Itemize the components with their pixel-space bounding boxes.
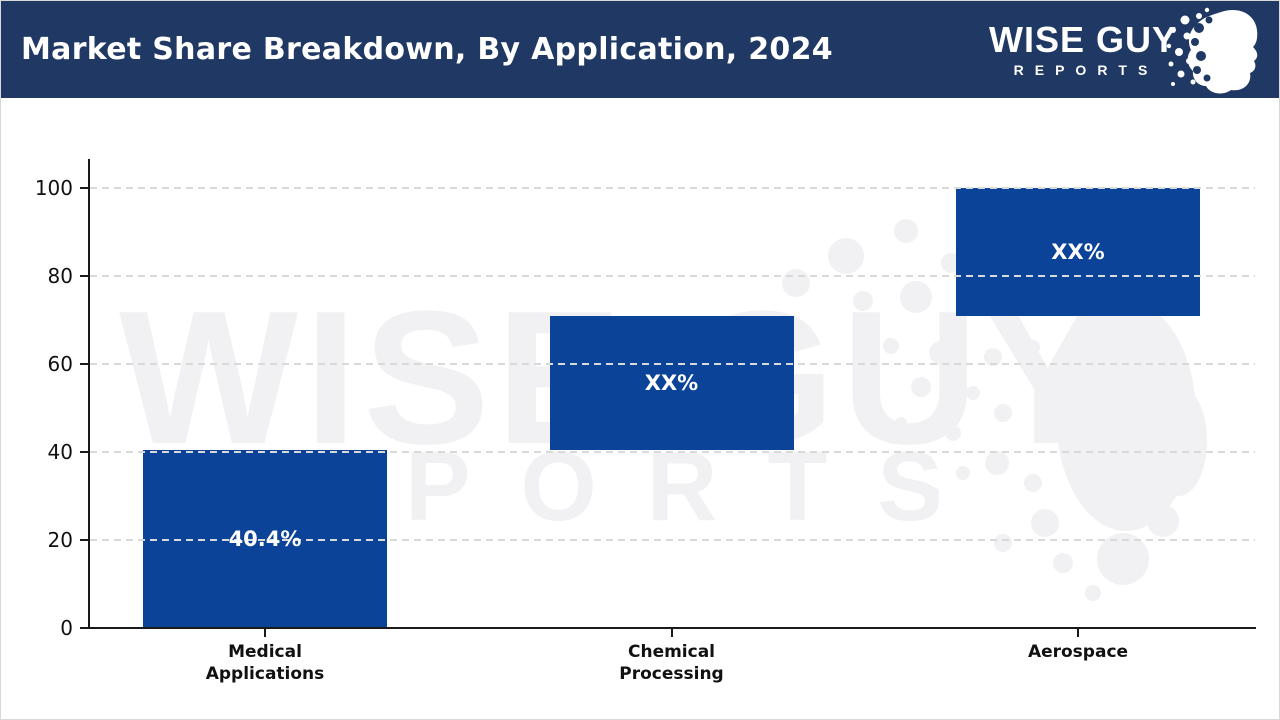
category-label: Aerospace (918, 641, 1238, 663)
x-tick-mark (264, 629, 266, 637)
y-tick-label: 40 (47, 440, 73, 464)
y-tick-label: 80 (47, 264, 73, 288)
y-tick-mark (80, 627, 89, 629)
bar-value-label: XX% (644, 370, 699, 395)
gridline (90, 539, 1255, 541)
x-tick-mark (1077, 629, 1079, 637)
wiseguy-logo: WISE GUY REPORTS (989, 7, 1267, 94)
gridline (90, 451, 1255, 453)
y-tick-mark (80, 275, 89, 277)
y-tick-label: 0 (60, 616, 73, 640)
category-label-line: Chemical (627, 642, 716, 662)
category-label-line: Aerospace (1027, 642, 1129, 662)
y-tick-mark (80, 187, 89, 189)
bar (956, 188, 1200, 316)
x-tick-mark (670, 629, 673, 637)
category-label: Chemical Processing (512, 641, 832, 685)
y-tick-label: 60 (47, 352, 73, 376)
y-tick-mark (80, 451, 89, 453)
y-tick-mark (80, 363, 89, 365)
logo-subtitle: REPORTS (1013, 62, 1159, 78)
bar (549, 315, 794, 451)
category-label-line: Medical (228, 642, 302, 662)
header-bar: Market Share Breakdown, By Application, … (1, 1, 1279, 98)
y-tick-mark (80, 539, 89, 541)
gridline (90, 275, 1255, 277)
logo-text: WISE GUY REPORTS (989, 21, 1177, 79)
y-tick-label: 20 (47, 528, 73, 552)
gridline (90, 187, 1255, 189)
category-label: Medical Applications (105, 641, 425, 685)
logo-face-icon (1166, 7, 1258, 94)
bar-value-label: XX% (1051, 239, 1105, 264)
logo-title: WISE GUY (988, 19, 1177, 60)
x-axis-line (88, 627, 1256, 629)
gridline (90, 363, 1255, 365)
chart-title: Market Share Breakdown, By Application, … (21, 32, 833, 67)
y-axis-line (88, 159, 90, 629)
y-tick-label: 100 (34, 176, 73, 200)
bar-value-label: 40.4% (228, 527, 302, 552)
category-label-line: Applications (205, 664, 325, 684)
category-label-line: Processing (619, 664, 724, 684)
